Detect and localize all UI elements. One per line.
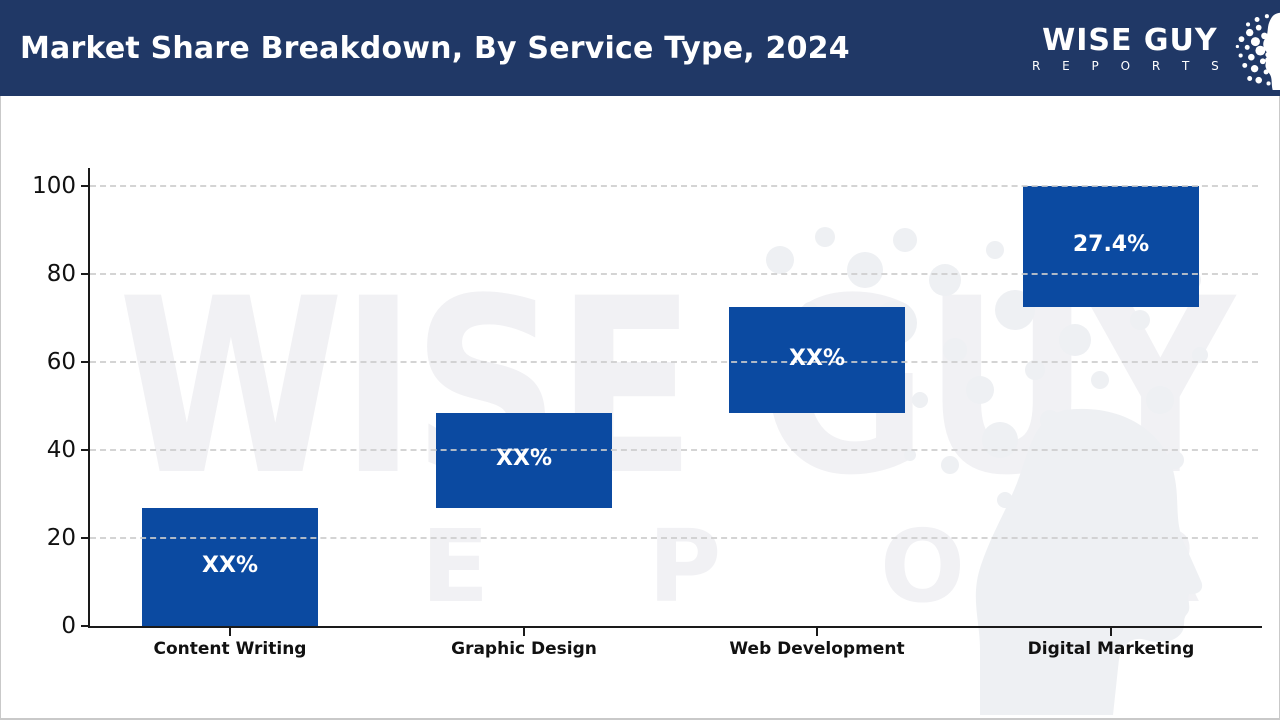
header-bar: Market Share Breakdown, By Service Type,… bbox=[0, 0, 1280, 96]
gridline bbox=[90, 185, 1258, 187]
x-axis-line bbox=[88, 626, 1262, 628]
y-axis-tick-label: 80 bbox=[46, 261, 76, 287]
bar-value-label: XX% bbox=[789, 345, 845, 371]
bar-value-label: XX% bbox=[202, 552, 258, 578]
bar-web-development bbox=[729, 306, 905, 413]
bar-content-writing bbox=[142, 507, 318, 626]
bar-value-label: XX% bbox=[496, 446, 552, 472]
y-axis-tick-label: 0 bbox=[61, 613, 76, 639]
gridline bbox=[90, 537, 1258, 539]
brand-name: WISE GUY bbox=[1042, 23, 1218, 58]
x-axis-category-label: Web Development bbox=[729, 639, 905, 659]
logo-head-icon bbox=[1235, 12, 1280, 90]
y-axis-line bbox=[88, 168, 90, 628]
bar-graphic-design bbox=[436, 412, 612, 508]
y-axis-tick bbox=[81, 625, 89, 627]
x-axis-tick bbox=[816, 628, 818, 636]
gridline bbox=[90, 449, 1258, 451]
x-axis-category-label: Graphic Design bbox=[451, 639, 597, 659]
y-axis-tick-label: 20 bbox=[46, 525, 76, 551]
brand-tagline: R E P O R T S bbox=[1032, 59, 1228, 73]
chart-title: Market Share Breakdown, By Service Type,… bbox=[20, 30, 850, 66]
brand-logo: WISE GUY R E P O R T S bbox=[1032, 6, 1280, 92]
y-axis-tick-label: 40 bbox=[46, 437, 76, 463]
brand-logo-text: WISE GUY R E P O R T S bbox=[1032, 23, 1228, 74]
gridline bbox=[90, 273, 1258, 275]
bar-value-label: 27.4% bbox=[1072, 232, 1150, 258]
x-axis-tick bbox=[523, 628, 525, 636]
bar-digital-marketing bbox=[1023, 186, 1199, 307]
y-axis-tick bbox=[81, 361, 89, 363]
y-axis-tick-label: 100 bbox=[32, 173, 76, 199]
y-axis-tick bbox=[81, 273, 89, 275]
y-axis-tick bbox=[81, 185, 89, 187]
x-axis-tick bbox=[1110, 628, 1112, 636]
x-axis-category-label: Content Writing bbox=[153, 639, 307, 659]
y-axis-tick-label: 60 bbox=[46, 349, 76, 375]
gridline bbox=[90, 361, 1258, 363]
x-axis-category-label: Digital Marketing bbox=[1027, 639, 1195, 659]
y-axis-tick bbox=[81, 537, 89, 539]
y-axis-tick bbox=[81, 449, 89, 451]
x-axis-tick bbox=[229, 628, 231, 636]
